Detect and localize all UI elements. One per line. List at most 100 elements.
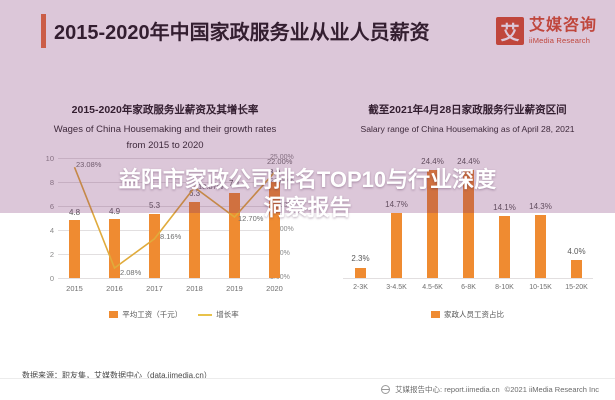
x-axis-label: 6-8K <box>461 284 476 291</box>
x-axis-label: 2016 <box>106 284 123 293</box>
bar-3-4.5K <box>391 213 402 278</box>
x-axis-label: 2020 <box>266 284 283 293</box>
gridline <box>58 206 274 207</box>
bar-value-label: 7.1 <box>228 179 241 188</box>
growth-rate-line <box>73 166 276 270</box>
right-chart-title-cn: 截至2021年4月28日家政服务行业薪资区间 <box>368 104 567 116</box>
page-title: 2015-2020年中国家政服务业从业人员薪资 <box>54 22 430 44</box>
bar-10-15K <box>535 214 546 278</box>
y-tick-label: 6 <box>49 202 54 211</box>
gridline <box>58 158 274 159</box>
x-axis-label: 2015 <box>66 284 83 293</box>
x-axis-label: 3-4.5K <box>386 284 407 291</box>
bar-value-label: 4.8 <box>68 208 81 217</box>
left-chart-title-en-2: from 2015 to 2020 <box>126 139 204 151</box>
bar-2017 <box>149 214 160 278</box>
page-footer: 艾媒报告中心: report.iimedia.cn ©2021 iiMedia … <box>0 378 615 400</box>
logo-name-cn: 艾媒咨询 <box>528 16 597 34</box>
y2-tick-label: 25.00% <box>270 154 294 161</box>
logo-mark-icon: 艾 <box>495 17 524 45</box>
left-chart-legend: 平均工资（千元） 增长率 <box>10 309 320 320</box>
left-plot-area: 10 8 6 4 2 0 25.00% 20.00% 15.00% 10.00%… <box>30 154 300 298</box>
gridline <box>58 254 274 255</box>
title-accent-bar <box>41 14 46 48</box>
iimedia-logo: 艾 艾媒咨询 iiMedia Research <box>495 16 597 45</box>
y2-tick-label: 10.00% <box>270 226 294 233</box>
legend-label: 增长率 <box>216 310 239 319</box>
y-tick-label: 8 <box>49 178 54 187</box>
x-axis-label: 10-15K <box>529 284 552 291</box>
right-chart-panel: 截至2021年4月28日家政服务行业薪资区间 Salary range of C… <box>325 62 610 370</box>
bar-value-label: 24.4% <box>421 157 444 166</box>
right-chart-title-en: Salary range of China Housemaking as of … <box>360 124 575 134</box>
bar-2016 <box>109 219 120 278</box>
bar-2020 <box>269 182 280 278</box>
left-chart-title-en-1: Wages of China Housemaking and their gro… <box>53 124 277 135</box>
gridline <box>58 182 274 183</box>
x-axis-label: 4.5-6K <box>422 284 443 291</box>
bar-2018 <box>189 202 200 278</box>
bar-8-10K <box>499 215 510 278</box>
logo-text: 艾媒咨询 iiMedia Research <box>528 16 597 45</box>
left-chart-title-cn: 2015-2020年家政服务业薪资及其增长率 <box>71 104 259 116</box>
y-tick-label: 0 <box>49 274 54 283</box>
legend-line-swatch-icon <box>198 313 213 316</box>
y-tick-label: 2 <box>49 250 54 259</box>
y2-tick-label: 20.00% <box>270 178 294 185</box>
legend-label: 家政人员工资占比 <box>444 310 504 319</box>
overlay-headline-line1: 益阳市家政公司排名TOP10与行业深度 <box>118 167 497 192</box>
gridline <box>58 278 274 279</box>
bar-value-label: 14.3% <box>529 202 552 211</box>
right-plot-area: 2.3% 14.7% 24.4% 24.4% 14.1% 14.3% 4.0% … <box>343 157 593 298</box>
x-axis-label: 2-3K <box>353 284 368 291</box>
logo-name-en: iiMedia Research <box>528 35 591 45</box>
legend-item-wage: 平均工资（千元） <box>109 309 182 320</box>
legend-label: 平均工资（千元） <box>122 310 183 319</box>
bar-2015 <box>69 220 80 278</box>
bar-2019 <box>229 192 240 278</box>
legend-bar-swatch-icon <box>431 311 440 318</box>
right-chart-legend: 家政人员工资占比 <box>325 309 610 320</box>
bar-value-label: 2.3% <box>351 254 370 263</box>
x-axis-label: 2017 <box>146 284 163 293</box>
x-axis-label: 15-20K <box>565 284 588 291</box>
growth-label: 2.08% <box>120 268 142 277</box>
bar-6-8K <box>463 170 474 278</box>
overlay-headline: 益阳市家政公司排名TOP10与行业深度 洞察报告 <box>0 166 615 221</box>
y2-tick-label: 15.00% <box>270 202 294 209</box>
bar-value-label: 4.0% <box>567 247 586 256</box>
legend-bar-swatch-icon <box>109 311 119 318</box>
source-note: 数据来源：职友集，艾媒数据中心（data.iimedia.cn） <box>22 371 212 380</box>
legend-item-growth: 增长率 <box>198 309 239 320</box>
bar-value-label: 24.4% <box>457 157 480 166</box>
footer-content: 艾媒报告中心: report.iimedia.cn ©2021 iiMedia … <box>381 384 599 395</box>
growth-label: 22.00% <box>267 157 293 166</box>
growth-label: 8.16% <box>160 232 182 241</box>
bar-2-3K <box>355 267 366 278</box>
bar-value-label: 14.7% <box>385 200 408 209</box>
overlay-headline-line2: 洞察报告 <box>263 194 352 220</box>
gridline <box>58 230 274 231</box>
legend-item-salary-share: 家政人员工资占比 <box>431 309 504 320</box>
bar-value-label: 6.3 <box>188 189 201 198</box>
y-tick-label: 4 <box>49 226 54 235</box>
growth-label: 23.08% <box>76 160 102 169</box>
growth-label: 12.70% <box>238 214 264 223</box>
bar-value-label: 14.1% <box>493 203 516 212</box>
x-axis-label: 2019 <box>226 284 243 293</box>
bar-4.5-6K <box>427 170 438 278</box>
page-header: 2015-2020年中国家政服务业从业人员薪资 艾 艾媒咨询 iiMedia R… <box>0 0 615 62</box>
x-axis-label: 8-10K <box>495 284 514 291</box>
charts-container: 2015-2020年家政服务业薪资及其增长率 Wages of China Ho… <box>0 62 615 370</box>
bar-value-label: 4.9 <box>108 207 121 216</box>
y-tick-label: 10 <box>45 154 54 163</box>
globe-icon <box>381 385 391 394</box>
left-chart-panel: 2015-2020年家政服务业薪资及其增长率 Wages of China Ho… <box>10 62 320 370</box>
footer-copyright: ©2021 iiMedia Research Inc <box>504 385 599 394</box>
bar-15-20K <box>571 260 582 278</box>
x-axis-label: 2018 <box>186 284 203 293</box>
growth-label: 18.87% <box>198 182 224 191</box>
axis-baseline <box>343 278 593 279</box>
footer-report-center: 艾媒报告中心: report.iimedia.cn <box>395 385 500 394</box>
bar-value-label: 5.3 <box>148 201 161 210</box>
